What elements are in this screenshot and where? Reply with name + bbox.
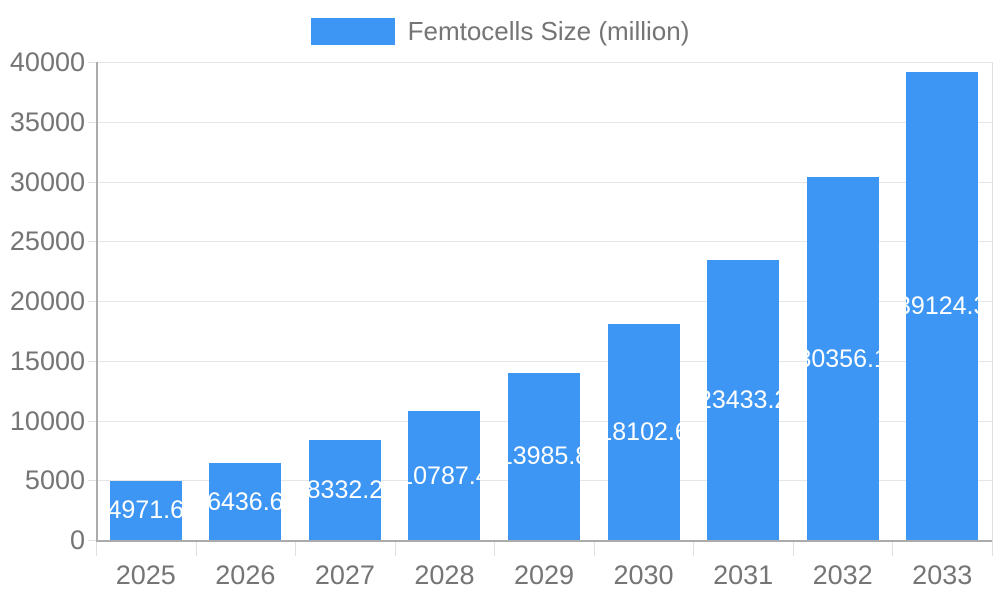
bar-value-label-2032: 30356.1 [807, 344, 879, 373]
bar-2027: 8332.2 [308, 440, 381, 540]
bar-value-label-2027: 8332.2 [308, 476, 381, 505]
gridline-20000 [96, 301, 992, 302]
y-axis-tick [88, 301, 96, 302]
gridline-40000 [96, 62, 992, 63]
y-axis-tick [88, 480, 96, 482]
x-axis-label-2032: 2032 [812, 560, 873, 590]
bar-value-label-2026: 6436.6 [209, 487, 282, 516]
x-axis-label-2025: 2025 [115, 560, 176, 590]
x-axis-tick [693, 540, 695, 556]
x-axis-tick [892, 540, 894, 556]
bar-2028: 10787.4 [408, 411, 481, 540]
y-axis-tick [88, 241, 96, 243]
gridline-15000 [96, 360, 992, 362]
y-axis-tick [88, 540, 96, 541]
bar-2032: 30356.1 [806, 177, 879, 540]
x-axis-label-2033: 2033 [912, 560, 973, 590]
x-axis-tick [494, 540, 496, 556]
bar-2031: 23433.2 [707, 259, 780, 540]
x-axis-tick [195, 540, 197, 556]
bar-value-label-2028: 10787.4 [408, 461, 480, 490]
bar-2025: 4971.6 [109, 480, 182, 540]
x-axis-tick [295, 540, 297, 556]
bar-value-label-2033: 39124.3 [906, 292, 978, 321]
bar-value-label-2029: 13985.8 [508, 442, 580, 471]
y-axis-label: 40000 [9, 47, 85, 77]
y-axis-tick [88, 121, 96, 123]
bar-2033: 39124.3 [906, 72, 979, 540]
x-axis-tick [394, 540, 396, 556]
legend-item-femtocells[interactable]: Femtocells Size (million) [310, 16, 690, 47]
bar-2026: 6436.6 [209, 463, 282, 540]
y-axis-label: 5000 [24, 465, 85, 496]
y-axis-label: 25000 [9, 226, 85, 257]
x-axis-line [96, 540, 992, 542]
y-axis-label: 20000 [9, 286, 85, 316]
x-axis-tick [792, 540, 794, 556]
legend-label: Femtocells Size (million) [407, 16, 690, 46]
x-axis-label-2030: 2030 [613, 560, 674, 590]
plot-right-border [992, 62, 993, 556]
x-axis-tick [593, 540, 595, 556]
y-axis-label: 10000 [9, 405, 85, 436]
y-axis-label: 0 [69, 525, 85, 555]
bar-value-label-2025: 4971.6 [109, 496, 182, 525]
y-axis-label: 35000 [9, 106, 85, 137]
y-axis-label: 30000 [9, 166, 85, 197]
gridline-25000 [96, 241, 992, 243]
y-axis-tick [88, 62, 96, 63]
x-axis-label-2027: 2027 [314, 560, 375, 590]
bar-2029: 13985.8 [508, 372, 580, 540]
gridline-30000 [96, 181, 992, 183]
x-axis-tick [96, 540, 97, 556]
bar-value-label-2031: 23433.2 [707, 385, 779, 414]
bar-2030: 18102.6 [607, 323, 680, 540]
y-axis-tick [88, 360, 96, 362]
legend-swatch [310, 18, 395, 45]
y-axis-line [96, 62, 98, 540]
x-axis-label-2026: 2026 [215, 560, 276, 590]
gridline-35000 [96, 121, 992, 123]
y-axis-label: 15000 [9, 345, 85, 376]
x-axis-label-2029: 2029 [513, 560, 575, 590]
y-axis-tick [88, 181, 96, 183]
x-axis-label-2031: 2031 [713, 560, 774, 590]
x-axis-label-2028: 2028 [414, 560, 475, 590]
bar-value-label-2030: 18102.6 [608, 417, 680, 446]
chart-legend: Femtocells Size (million) [0, 16, 1000, 47]
y-axis-tick [88, 420, 96, 422]
